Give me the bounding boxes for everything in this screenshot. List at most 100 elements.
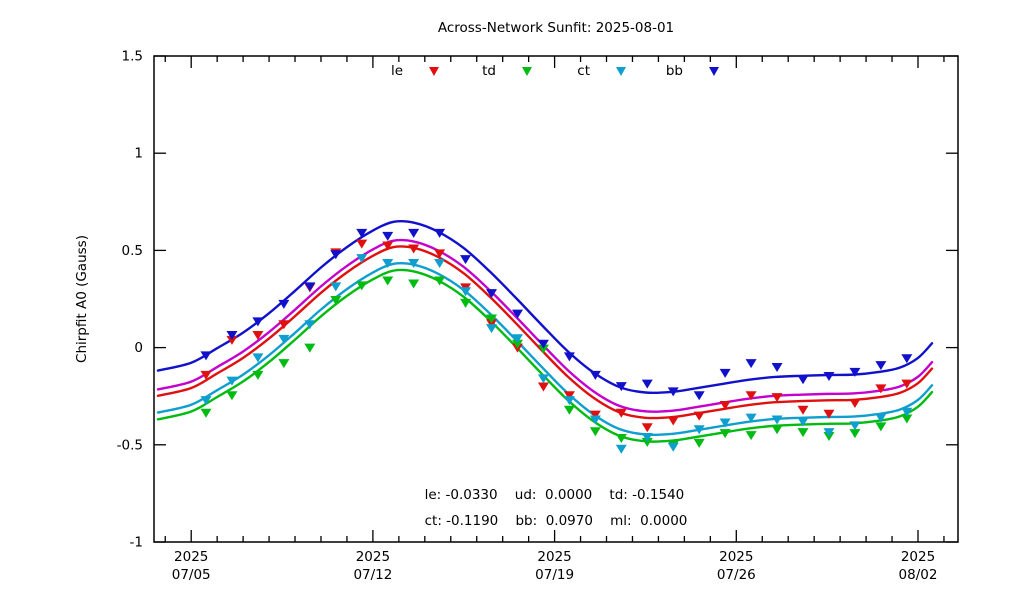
marker-le	[771, 393, 783, 403]
legend-label-bb: bb	[665, 63, 683, 79]
marker-bb	[537, 339, 549, 349]
marker-bb	[615, 382, 627, 392]
marker-bb	[511, 309, 523, 319]
marker-ct	[901, 407, 913, 417]
x-tick-label-date: 08/02	[899, 567, 938, 583]
marker-td	[304, 343, 316, 353]
marker-ct	[849, 421, 861, 431]
x-tick-label-date: 07/05	[172, 567, 211, 583]
marker-td	[278, 359, 290, 369]
marker-bb	[667, 387, 679, 397]
marker-bb	[200, 351, 212, 361]
marker-bb	[641, 379, 653, 389]
marker-le	[693, 411, 705, 421]
marker-ct	[408, 259, 420, 269]
marker-bb	[486, 289, 498, 299]
x-tick-label-year: 2025	[174, 549, 208, 565]
marker-ct	[511, 334, 523, 344]
marker-le	[434, 249, 446, 259]
fit-annotation-line1: le: -0.0330 ud: 0.0000 td: -0.1540	[424, 487, 685, 503]
marker-bb	[693, 391, 705, 401]
marker-ct	[252, 353, 264, 363]
marker-td	[200, 408, 212, 418]
triangle-down-icon	[522, 66, 532, 76]
x-tick-label-year: 2025	[537, 549, 571, 565]
y-tick-label: -0.5	[117, 437, 143, 453]
marker-le	[589, 410, 601, 420]
legend-item-bb: bb	[649, 63, 719, 79]
marker-td	[563, 405, 575, 415]
triangle-down-icon	[429, 66, 439, 76]
legend-label-td: td	[482, 63, 496, 79]
marker-ct	[823, 428, 835, 438]
marker-le	[278, 320, 290, 330]
marker-ct	[434, 259, 446, 269]
marker-ct	[745, 413, 757, 423]
marker-le	[408, 244, 420, 254]
marker-td	[745, 431, 757, 441]
marker-le	[200, 370, 212, 380]
marker-td	[771, 425, 783, 435]
marker-bb	[823, 371, 835, 381]
marker-le	[849, 399, 861, 409]
y-axis-label: Chirpfit A0 (Gauss)	[74, 235, 90, 363]
marker-td	[330, 295, 342, 305]
marker-le	[226, 335, 238, 345]
marker-td	[719, 429, 731, 439]
marker-ct	[693, 425, 705, 435]
curve-ml	[156, 238, 934, 413]
marker-ct	[641, 433, 653, 443]
y-tick-label: 1	[134, 146, 143, 162]
marker-td	[226, 391, 238, 401]
marker-le	[901, 379, 913, 389]
x-tick-label-date: 07/19	[535, 567, 574, 583]
marker-bb	[226, 330, 238, 340]
marker-ct	[563, 396, 575, 406]
marker-td	[693, 438, 705, 448]
x-tick-label-year: 2025	[719, 549, 753, 565]
curve-td	[156, 268, 934, 443]
marker-le	[486, 319, 498, 329]
marker-bb	[434, 228, 446, 238]
marker-le	[563, 391, 575, 401]
marker-td	[641, 437, 653, 447]
plot-border	[153, 55, 959, 543]
x-tick-label-date: 07/12	[353, 567, 392, 583]
triangle-down-icon	[616, 66, 626, 76]
marker-bb	[901, 354, 913, 364]
marker-ct	[356, 254, 368, 264]
legend-item-le: le	[369, 63, 439, 79]
marker-ct	[330, 282, 342, 292]
curve-le	[156, 245, 934, 420]
marker-le	[719, 400, 731, 410]
marker-ct	[589, 415, 601, 425]
y-tick-label: -1	[130, 535, 143, 551]
marker-ct	[304, 320, 316, 330]
marker-td	[434, 276, 446, 286]
marker-td	[252, 370, 264, 380]
marker-bb	[797, 375, 809, 385]
marker-bb	[278, 299, 290, 309]
marker-ct	[667, 442, 679, 452]
triangle-down-icon	[709, 66, 719, 76]
marker-bb	[589, 370, 601, 380]
y-tick-label: 0.5	[122, 243, 143, 259]
marker-ct	[719, 418, 731, 428]
marker-le	[356, 239, 368, 249]
marker-le	[823, 409, 835, 419]
marker-bb	[304, 282, 316, 292]
marker-le	[875, 384, 887, 394]
marker-ct	[615, 444, 627, 454]
x-tick-label-date: 07/26	[717, 567, 756, 583]
marker-ct	[460, 287, 472, 297]
marker-bb	[252, 317, 264, 327]
curve-ct	[156, 261, 934, 437]
marker-td	[615, 433, 627, 443]
marker-td	[511, 339, 523, 349]
legend-label-le: le	[390, 63, 403, 79]
marker-td	[849, 429, 861, 439]
fit-annotation-line2: ct: -0.1190 bb: 0.0970 ml: 0.0000	[424, 513, 688, 529]
marker-bb	[356, 228, 368, 238]
